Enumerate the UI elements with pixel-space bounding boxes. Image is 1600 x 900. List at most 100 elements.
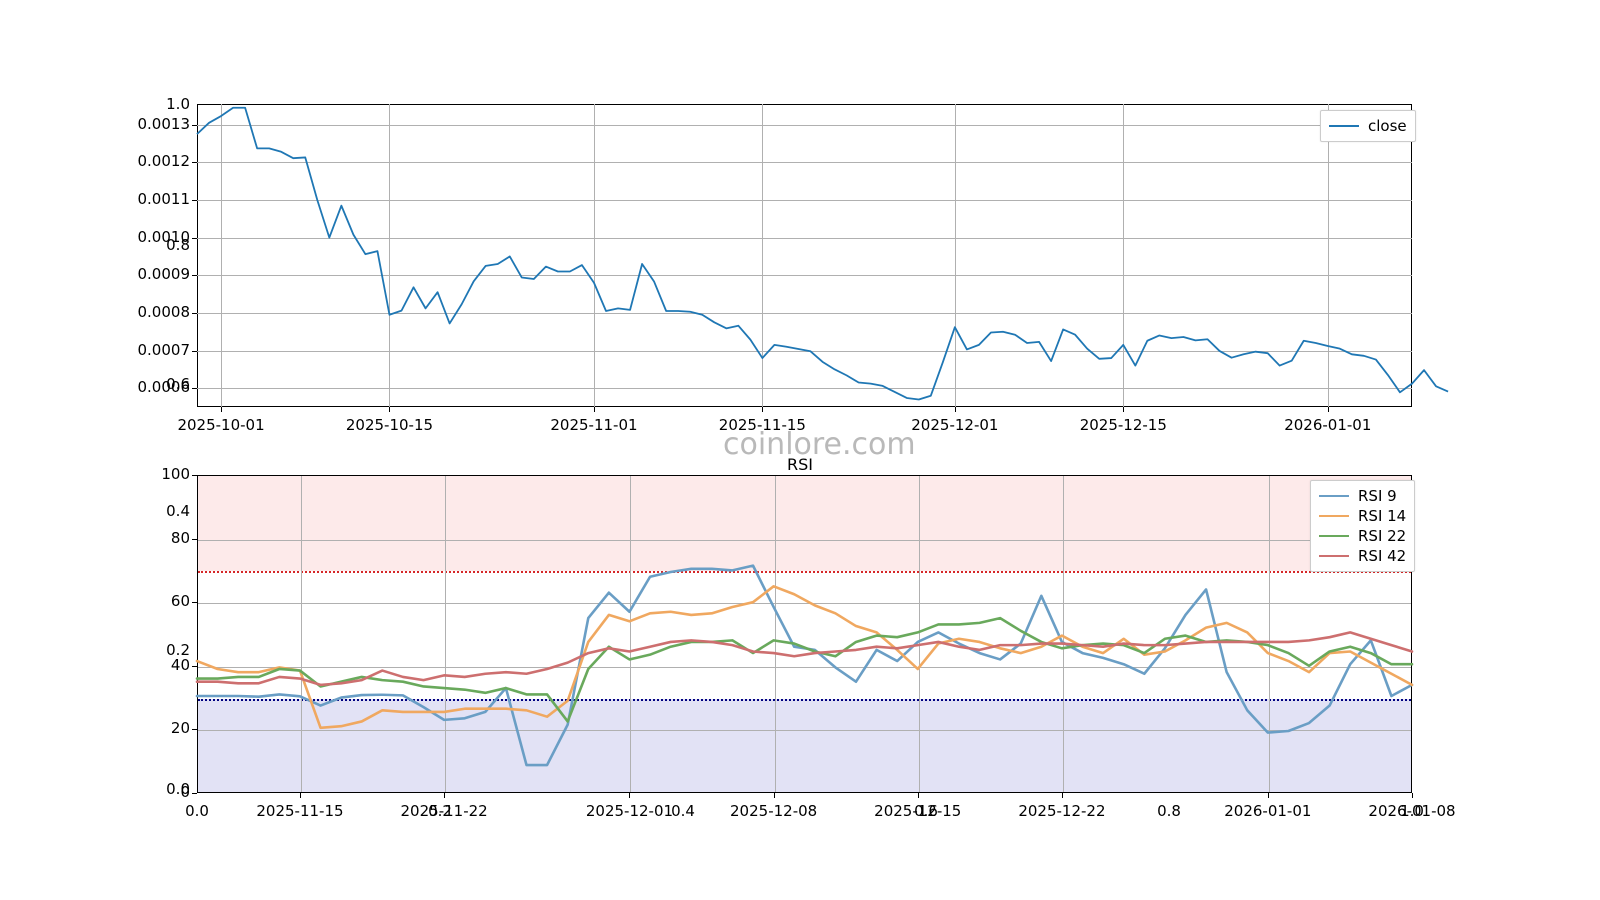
price-ytickmark-7 xyxy=(192,124,197,126)
rsi-xtickmark-1 xyxy=(444,793,446,798)
price-ytick-1: 0.0007 xyxy=(137,340,191,359)
rsi-ytick-secondary-1: 0.2 xyxy=(166,641,190,659)
rsi-xtick-secondary-3: 0.6 xyxy=(914,802,938,820)
rsi-ytick-secondary-2: 0.4 xyxy=(166,502,190,520)
rsi-legend-row-2: RSI 22 xyxy=(1319,526,1406,546)
price-ytickmark-2 xyxy=(192,312,197,314)
price-ytick-5: 0.0011 xyxy=(137,189,191,208)
price-xtickmark-2 xyxy=(593,407,595,412)
rsi-xtickmark-3 xyxy=(773,793,775,798)
price-ytickmark-6 xyxy=(192,162,197,164)
rsi-line-rsi-22 xyxy=(195,616,1414,723)
rsi-series-svg xyxy=(195,564,1414,767)
legend-label-rsi-9: RSI 9 xyxy=(1358,487,1397,505)
rsi-xtick-6: 2026-01-01 xyxy=(1224,802,1312,820)
price-ytick-4: 0.0010 xyxy=(137,227,191,246)
rsi-ytickmark-4 xyxy=(192,538,197,540)
rsi-line-rsi-9 xyxy=(195,564,1414,767)
legend-swatch-rsi-14 xyxy=(1319,515,1349,517)
price-gridline-v-0 xyxy=(221,104,223,407)
rsi-xtick-secondary-1: 0.2 xyxy=(428,802,452,820)
price-gridline-h-4 xyxy=(197,237,1412,239)
rsi-xtick-5: 2025-12-22 xyxy=(1018,802,1106,820)
price-ytickmark-1 xyxy=(192,350,197,352)
rsi-xtickmark-0 xyxy=(299,793,301,798)
rsi-xtickmark-4 xyxy=(917,793,919,798)
price-xtickmark-3 xyxy=(762,407,764,412)
rsi-ytick-0: 0 xyxy=(180,783,190,801)
oversold-zone xyxy=(198,698,1411,792)
rsi-ytickmark-0 xyxy=(192,793,197,794)
price-xtickmark-4 xyxy=(954,407,956,412)
rsi-xtickmark-7 xyxy=(1412,793,1413,798)
rsi-xtickmark-2 xyxy=(629,793,631,798)
rsi-xtick-7: 2026-01-08 xyxy=(1368,802,1456,820)
price-xtick-6: 2026-01-01 xyxy=(1284,416,1372,434)
rsi-title: RSI xyxy=(787,455,813,474)
legend-swatch-rsi-9 xyxy=(1319,495,1349,497)
rsi-ytick-2: 40 xyxy=(170,655,190,674)
price-legend-row-0: close xyxy=(1329,116,1407,136)
rsi-ytickmark-3 xyxy=(192,602,197,604)
price-ytick-2: 0.0008 xyxy=(137,302,191,321)
rsi-xtick-0: 2025-11-15 xyxy=(256,802,344,820)
legend-swatch-close xyxy=(1329,125,1359,127)
rsi-gridline-v-2 xyxy=(630,476,632,792)
price-gridline-v-1 xyxy=(389,104,391,407)
rsi-gridline-h-2 xyxy=(198,666,1411,668)
rsi-line-rsi-42 xyxy=(195,631,1414,687)
price-xtick-0: 2025-10-01 xyxy=(177,416,265,434)
price-ytick-7: 0.0013 xyxy=(137,114,191,133)
rsi-xtick-1: 2025-11-22 xyxy=(400,802,488,820)
rsi-gridline-v-1 xyxy=(445,476,447,792)
rsi-ytick-4: 80 xyxy=(170,528,190,547)
overbought-zone xyxy=(198,476,1411,572)
rsi-xtick-secondary-4: 0.8 xyxy=(1157,802,1181,820)
rsi-gridline-h-4 xyxy=(198,539,1411,541)
price-ytick-6: 0.0012 xyxy=(137,152,191,171)
price-gridline-v-3 xyxy=(762,104,764,407)
price-xtickmark-5 xyxy=(1123,407,1125,412)
price-gridline-h-0 xyxy=(197,388,1412,390)
rsi-xtickmark-6 xyxy=(1267,793,1269,798)
price-ytick-secondary-0: 0.6 xyxy=(166,375,190,393)
rsi-xtick-2: 2025-12-01 xyxy=(585,802,674,820)
legend-label-rsi-14: RSI 14 xyxy=(1358,507,1407,525)
price-xtick-2: 2025-11-01 xyxy=(550,416,638,434)
rsi-legend-row-0: RSI 9 xyxy=(1319,486,1406,506)
price-gridline-h-3 xyxy=(197,275,1412,277)
price-plot-area xyxy=(197,104,1412,407)
rsi-ytick-5: 100 xyxy=(161,465,190,483)
price-xtickmark-6 xyxy=(1327,407,1329,412)
rsi-gridline-v-0 xyxy=(300,476,302,792)
price-ytickmark-4 xyxy=(192,237,197,239)
rsi-xtick-secondary-0: 0.0 xyxy=(185,802,209,820)
rsi-xtick-4: 2025-12-15 xyxy=(874,802,962,820)
rsi-plot-area xyxy=(197,475,1412,793)
price-legend[interactable]: close xyxy=(1320,110,1416,142)
legend-label-close: close xyxy=(1368,117,1407,135)
rsi-ytick-1: 20 xyxy=(170,719,190,738)
price-gridline-v-2 xyxy=(593,104,595,407)
rsi-gridline-v-4 xyxy=(918,476,920,792)
price-gridline-h-6 xyxy=(197,162,1412,164)
legend-label-rsi-42: RSI 42 xyxy=(1358,547,1407,565)
price-ytickmark-3 xyxy=(192,275,197,277)
rsi-ytickmark-5 xyxy=(192,475,197,476)
rsi-line-rsi-14 xyxy=(195,585,1414,730)
price-xtickmark-1 xyxy=(389,407,391,412)
price-ytickmark-0 xyxy=(192,388,197,390)
price-gridline-h-5 xyxy=(197,199,1412,201)
price-xtick-1: 2025-10-15 xyxy=(345,416,434,434)
rsi-gridline-v-3 xyxy=(774,476,776,792)
rsi-ytickmark-1 xyxy=(192,729,197,731)
overbought-threshold-line xyxy=(198,571,1411,574)
oversold-threshold-line xyxy=(198,698,1411,701)
price-xtick-3: 2025-11-15 xyxy=(718,416,806,434)
price-series-svg xyxy=(196,106,1449,401)
rsi-xtick-secondary-2: 0.4 xyxy=(671,802,695,820)
legend-swatch-rsi-22 xyxy=(1319,535,1349,537)
rsi-xtick-secondary-5: 1.0 xyxy=(1400,802,1424,820)
rsi-legend[interactable]: RSI 9 RSI 14 RSI 22 RSI 42 xyxy=(1310,480,1416,572)
price-ytick-secondary-1: 0.8 xyxy=(166,236,190,254)
